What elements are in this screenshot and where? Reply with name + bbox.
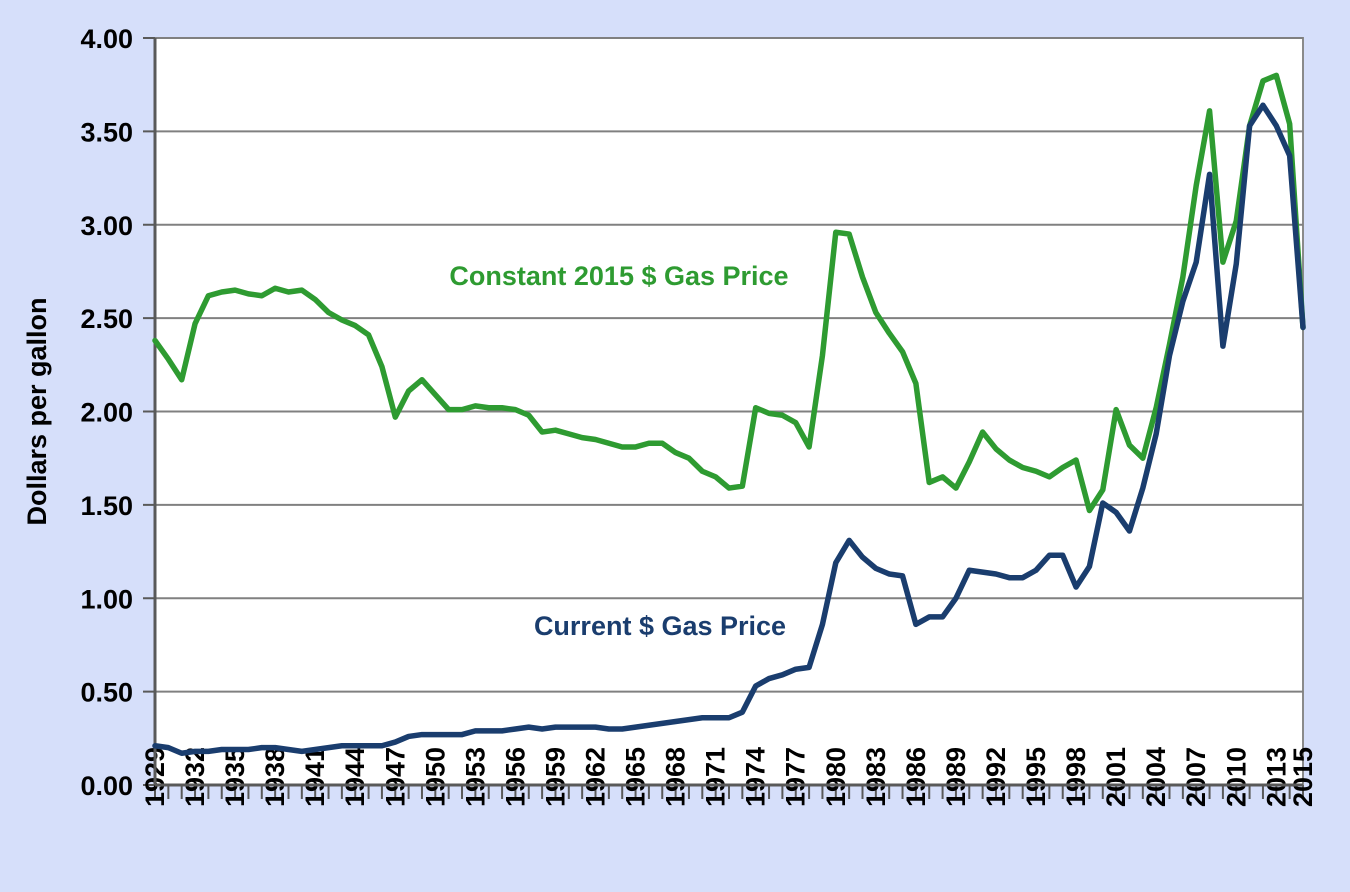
series-annotations: Constant 2015 $ Gas Price Current $ Gas P… xyxy=(449,261,788,641)
y-tick-marks xyxy=(143,37,155,786)
x-tick-label: 1980 xyxy=(821,747,851,807)
y-tick-label: 3.50 xyxy=(80,117,133,147)
x-tick-label: 1995 xyxy=(1021,747,1051,807)
x-tick-label: 1968 xyxy=(661,747,691,807)
x-tick-label: 1944 xyxy=(340,747,370,807)
x-tick-label: 2004 xyxy=(1141,747,1171,807)
x-tick-label: 1986 xyxy=(901,747,931,807)
x-tick-label: 1938 xyxy=(260,747,290,807)
x-tick-label: 1992 xyxy=(981,747,1011,807)
x-tick-label: 1959 xyxy=(540,747,570,807)
x-tick-label: 1932 xyxy=(180,747,210,807)
annotation-constant-dollars: Constant 2015 $ Gas Price xyxy=(449,261,788,291)
x-tick-marks xyxy=(154,785,1304,799)
x-tick-label: 1989 xyxy=(941,747,971,807)
x-tick-label: 2013 xyxy=(1261,747,1291,807)
x-tick-label: 1998 xyxy=(1061,747,1091,807)
annotation-current-dollars: Current $ Gas Price xyxy=(534,611,786,641)
y-axis-title: Dollars per gallon xyxy=(22,297,52,525)
x-tick-label: 2001 xyxy=(1101,747,1131,807)
y-tick-label: 4.00 xyxy=(80,24,133,54)
y-axis-tick-labels: 4.00 3.50 3.00 2.50 2.00 1.50 1.00 0.50 0.00 xyxy=(80,24,133,801)
series-lines xyxy=(152,72,1306,757)
y-tick-label: 0.50 xyxy=(80,678,133,708)
x-tick-label: 1947 xyxy=(380,747,410,807)
x-tick-label: 1974 xyxy=(741,747,771,807)
x-tick-label: 1983 xyxy=(861,747,891,807)
x-tick-label: 2010 xyxy=(1221,747,1251,807)
gridlines xyxy=(155,37,1303,693)
x-tick-label: 1965 xyxy=(621,747,651,807)
x-tick-label: 1962 xyxy=(581,747,611,807)
x-tick-label: 1950 xyxy=(420,747,450,807)
y-tick-label: 3.00 xyxy=(80,211,133,241)
x-tick-label: 1953 xyxy=(460,747,490,807)
y-tick-label: 1.00 xyxy=(80,584,133,614)
x-tick-label: 1941 xyxy=(300,747,330,807)
x-tick-label: 1935 xyxy=(220,747,250,807)
y-tick-label: 2.50 xyxy=(80,304,133,334)
x-tick-label: 2007 xyxy=(1181,747,1211,807)
series-line-constant-dollars xyxy=(152,72,1306,514)
x-tick-label: 2015 xyxy=(1288,747,1318,807)
y-tick-label: 0.00 xyxy=(80,771,133,801)
y-tick-label: 1.50 xyxy=(80,491,133,521)
x-tick-label: 1977 xyxy=(781,747,811,807)
x-tick-label: 1956 xyxy=(500,747,530,807)
series-line-current-dollars xyxy=(152,102,1306,757)
x-axis-tick-labels: 1929 1932 1935 1938 1941 1944 1947 1950 1953 1956… xyxy=(140,747,1318,807)
y-tick-label: 2.00 xyxy=(80,398,133,428)
x-tick-label: 1971 xyxy=(701,747,731,807)
